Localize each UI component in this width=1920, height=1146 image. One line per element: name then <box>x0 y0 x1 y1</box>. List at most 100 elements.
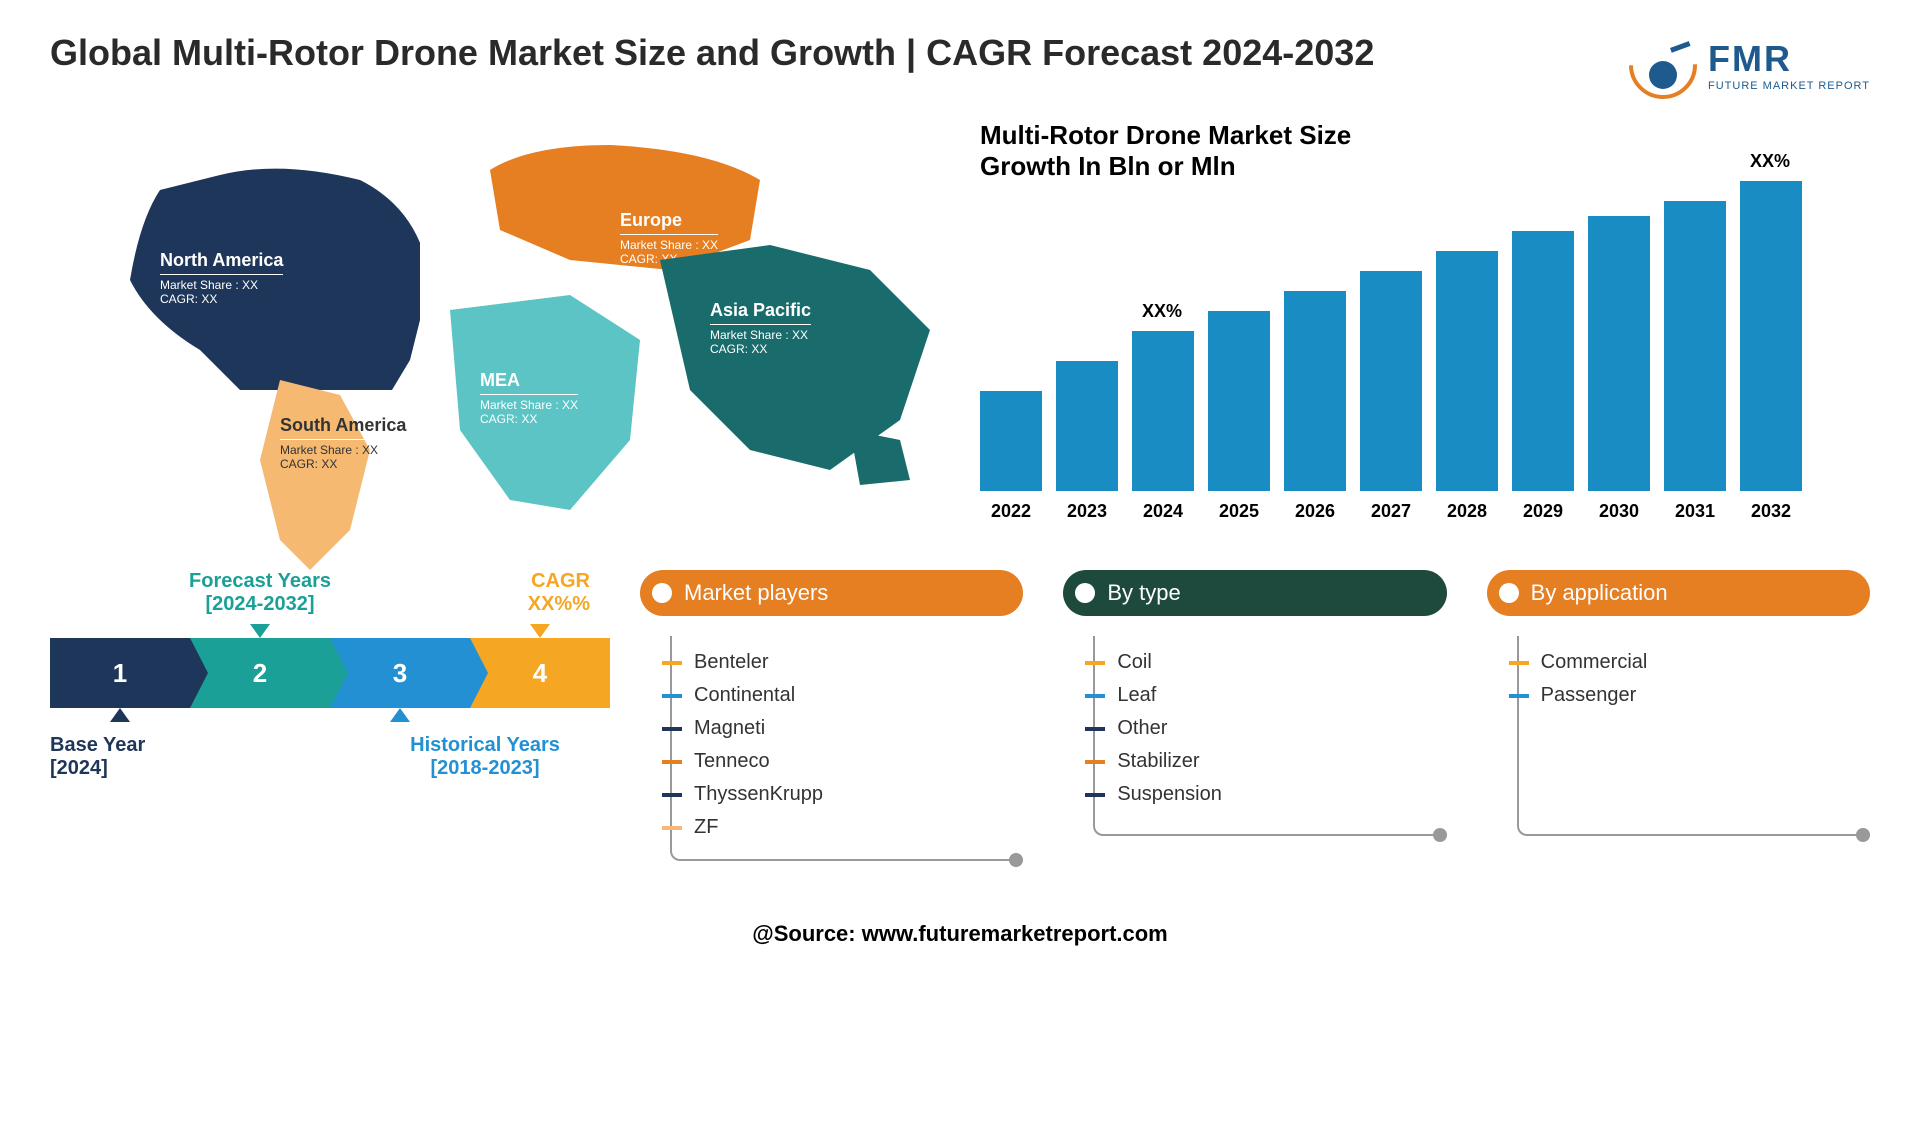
item-label: ZF <box>694 816 718 839</box>
item-label: Commercial <box>1541 651 1648 674</box>
category-header-text: By application <box>1531 580 1668 606</box>
item-label: Suspension <box>1117 783 1222 806</box>
item-label: Other <box>1117 717 1167 740</box>
bar-chart-section: Multi-Rotor Drone Market Size Growth In … <box>980 120 1870 540</box>
list-item: Other <box>1085 712 1446 745</box>
region-label: North AmericaMarket Share : XXCAGR: XX <box>160 250 283 306</box>
region-label: South AmericaMarket Share : XXCAGR: XX <box>280 415 406 471</box>
arrow-down-icon <box>110 708 130 722</box>
item-tick-icon <box>1085 793 1105 797</box>
bar <box>1132 331 1194 491</box>
bar-wrap: 2027 <box>1360 271 1422 522</box>
item-label: Magneti <box>694 717 765 740</box>
bar <box>1056 361 1118 491</box>
item-tick-icon <box>662 826 682 830</box>
list-item: Stabilizer <box>1085 745 1446 778</box>
bar-year-label: 2031 <box>1675 501 1715 522</box>
bar-wrap: 2032 <box>1740 181 1802 522</box>
bar-wrap: 2026 <box>1284 291 1346 522</box>
category-section: Market players Benteler Continental Magneti… <box>640 570 1870 861</box>
item-tick-icon <box>662 727 682 731</box>
logo-sub-text: FUTURE MARKET REPORT <box>1708 80 1870 92</box>
category-column: Market players Benteler Continental Magneti… <box>640 570 1023 861</box>
item-tick-icon <box>1085 727 1105 731</box>
bar-year-label: 2023 <box>1067 501 1107 522</box>
item-tick-icon <box>1509 661 1529 665</box>
pill-dot-icon <box>1499 583 1519 603</box>
list-item: Leaf <box>1085 679 1446 712</box>
category-list: Commercial Passenger <box>1517 636 1870 836</box>
bar-wrap: 2030 <box>1588 216 1650 522</box>
category-header: By type <box>1063 570 1446 616</box>
map-region-south-america <box>250 380 400 580</box>
list-item: Commercial <box>1509 646 1870 679</box>
fmr-logo-icon <box>1628 30 1698 100</box>
timeline-seg-1: 1 <box>50 638 190 708</box>
world-map: North AmericaMarket Share : XXCAGR: XX So… <box>50 120 940 540</box>
cagr-label: CAGR XX%% <box>370 570 610 616</box>
list-item: Benteler <box>662 646 1023 679</box>
list-item: ThyssenKrupp <box>662 778 1023 811</box>
item-label: Coil <box>1117 651 1151 674</box>
bar-annotation: XX% <box>1750 151 1790 172</box>
bar-wrap: 2025 <box>1208 311 1270 522</box>
list-item: Continental <box>662 679 1023 712</box>
chart-title: Multi-Rotor Drone Market Size Growth In … <box>980 120 1380 182</box>
page-title: Global Multi-Rotor Drone Market Size and… <box>50 30 1374 77</box>
logo: FMR FUTURE MARKET REPORT <box>1628 30 1870 100</box>
item-tick-icon <box>662 661 682 665</box>
category-header-text: Market players <box>684 580 828 606</box>
bar-annotation: XX% <box>1142 301 1182 322</box>
item-label: Benteler <box>694 651 769 674</box>
bar <box>980 391 1042 491</box>
category-list: CoilLeafOtherStabilizerSuspension <box>1093 636 1446 836</box>
bar <box>1360 271 1422 491</box>
bar <box>1588 216 1650 491</box>
item-tick-icon <box>662 694 682 698</box>
timeline-seg-4: 4 <box>470 638 610 708</box>
category-header-text: By type <box>1107 580 1180 606</box>
bar <box>1664 201 1726 491</box>
bar-year-label: 2028 <box>1447 501 1487 522</box>
bar-year-label: 2024 <box>1143 501 1183 522</box>
category-list: BentelerContinentalMagnetiTennecoThyssen… <box>670 636 1023 861</box>
logo-main-text: FMR <box>1708 38 1870 80</box>
bar-year-label: 2025 <box>1219 501 1259 522</box>
map-region-asia-pacific <box>650 240 950 490</box>
list-item: Coil <box>1085 646 1446 679</box>
item-label: Tenneco <box>694 750 770 773</box>
list-item: Passenger <box>1509 679 1870 712</box>
arrow-up-icon <box>250 624 270 638</box>
bar-chart: 2022 2023 2024 2025 20262027 2028 2029 2030 2031… <box>980 202 1870 522</box>
item-tick-icon <box>1085 760 1105 764</box>
bar-year-label: 2032 <box>1751 501 1791 522</box>
pill-dot-icon <box>652 583 672 603</box>
list-item: Tenneco <box>662 745 1023 778</box>
bar-wrap: 2024 <box>1132 331 1194 522</box>
bar-wrap: 2023 <box>1056 361 1118 522</box>
bar-year-label: 2030 <box>1599 501 1639 522</box>
bar-wrap: 2028 <box>1436 251 1498 522</box>
item-tick-icon <box>662 760 682 764</box>
item-tick-icon <box>1085 661 1105 665</box>
category-header: Market players <box>640 570 1023 616</box>
timeline-seg-2: 2 <box>190 638 330 708</box>
pill-dot-icon <box>1075 583 1095 603</box>
bar-year-label: 2029 <box>1523 501 1563 522</box>
bar <box>1740 181 1802 491</box>
timeline-section: Forecast Years [2024-2032] CAGR XX%% 1 2… <box>50 570 610 861</box>
item-label: Leaf <box>1117 684 1156 707</box>
bar-wrap: 2022 <box>980 391 1042 522</box>
item-label: Passenger <box>1541 684 1637 707</box>
bar <box>1512 231 1574 491</box>
timeline-seg-3: 3 <box>330 638 470 708</box>
timeline-bar: 1 2 3 4 <box>50 638 610 708</box>
bar-wrap: 2031 <box>1664 201 1726 522</box>
list-item: Magneti <box>662 712 1023 745</box>
list-item: Suspension <box>1085 778 1446 811</box>
source-text: @Source: www.futuremarketreport.com <box>50 921 1870 947</box>
item-tick-icon <box>662 793 682 797</box>
arrow-down-icon <box>390 708 410 722</box>
list-item: ZF <box>662 811 1023 844</box>
historical-label: Historical Years [2018-2023] <box>360 734 610 780</box>
